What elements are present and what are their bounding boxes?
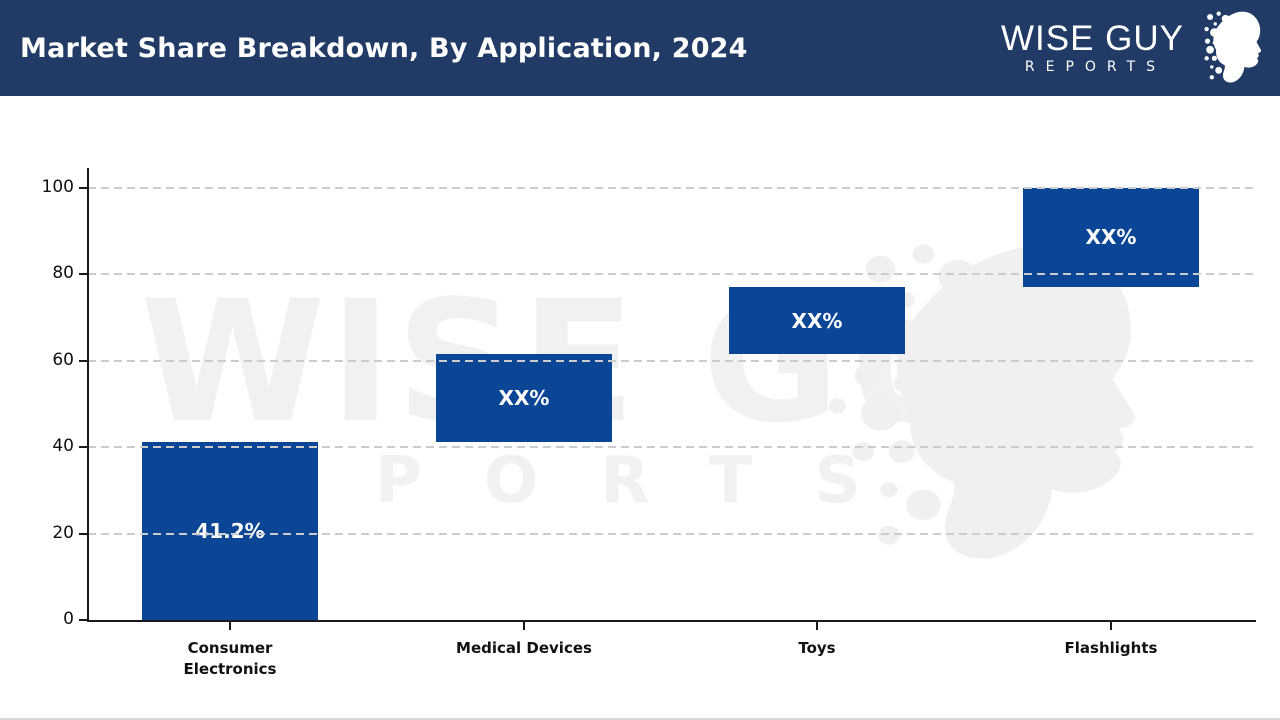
y-tick-label: 60 [52,349,74,370]
y-tick-label: 0 [63,609,74,629]
x-tick-label: Flashlights [1064,639,1158,657]
y-axis-tick [79,187,87,189]
y-tick-label: 40 [52,436,74,457]
bar-medical-devices[interactable]: XX% [436,354,612,442]
chart-area: WISE GUY REPORTS 0 20 40 60 80 100 41.2% Consum… [0,96,1280,718]
y-axis-tick [79,446,87,449]
page-title: Market Share Breakdown, By Application, … [20,32,748,64]
logo-face-icon [1204,11,1262,83]
x-axis-tick [816,622,818,630]
y-axis-tick [79,273,87,276]
y-axis-tick [79,619,87,621]
bar-toys[interactable]: XX% [729,286,905,355]
y-axis-tick [79,532,87,535]
brand-logo: WISE GUY REPORTS [1001,0,1280,96]
bar-value-label: XX% [1085,225,1137,250]
y-tick-label: 100 [41,177,74,197]
gridline [88,187,1256,189]
x-axis-tick [1110,622,1112,630]
gridline [88,532,1256,535]
bar-value-label: XX% [498,386,550,411]
x-axis-spine [87,620,1256,622]
x-axis-tick [523,622,525,630]
x-tick-label: Consumer Electronics [183,639,277,678]
y-tick-label: 80 [52,263,74,284]
y-tick-label: 20 [52,522,74,543]
x-tick-label: Toys [798,639,836,657]
gridline [88,273,1256,276]
bar-value-label: XX% [791,308,843,333]
x-axis-tick [229,622,231,630]
bar-value-label: 41.2% [195,519,265,543]
logo-wordmark-main: WISE GUY [1000,18,1184,58]
logo-wordmark-sub: REPORTS [1024,59,1167,76]
y-axis-spine [87,168,89,622]
bar-consumer-electronics[interactable]: 41.2% [142,442,318,620]
x-tick-label: Medical Devices [456,639,592,657]
logo-wordmark: WISE GUY REPORTS [1000,18,1184,76]
gridline [88,359,1256,362]
bar-flashlights[interactable]: XX% [1023,188,1199,287]
watermark-face-icon [828,244,1136,559]
y-axis-tick [79,359,87,362]
header: Market Share Breakdown, By Application, … [0,0,1280,96]
gridline [88,446,1256,449]
